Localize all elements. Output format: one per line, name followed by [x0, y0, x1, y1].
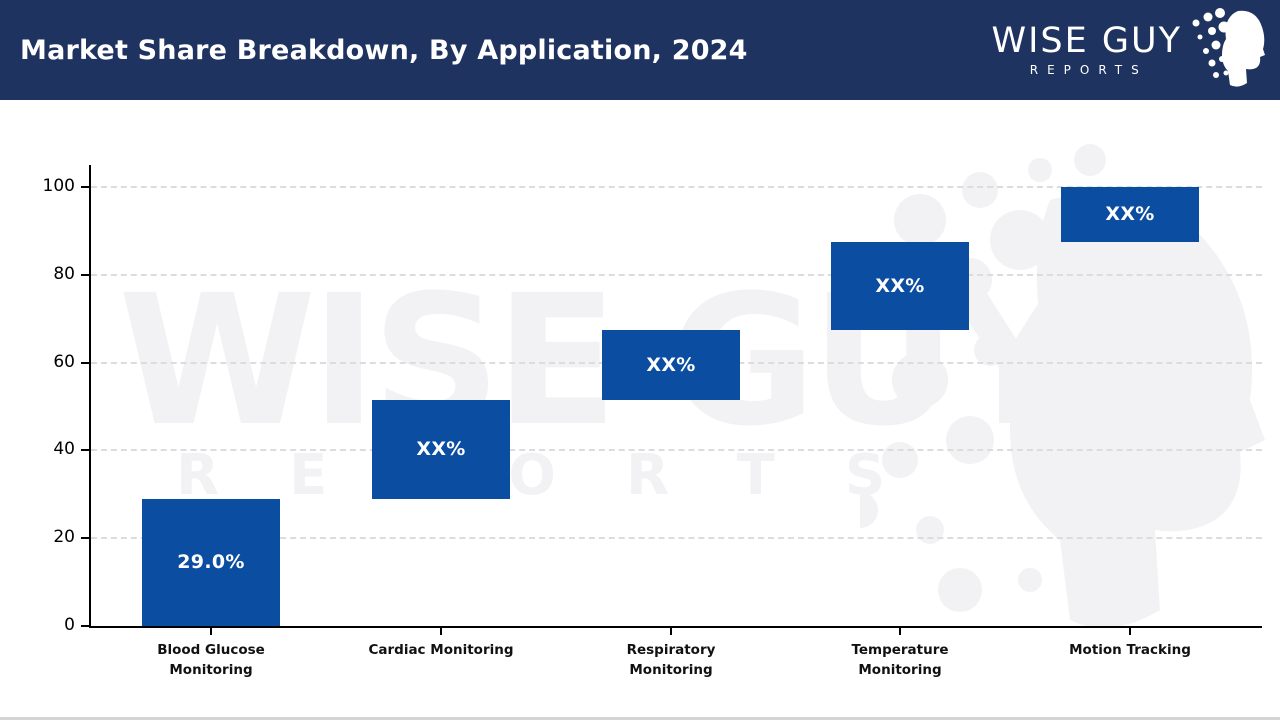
x-tick-mark-1 [440, 628, 442, 635]
watermark-head-graphic [842, 140, 1280, 664]
bar-value-label-0: 29.0% [177, 551, 245, 574]
y-tick-mark-20 [81, 537, 89, 540]
bar-0[interactable]: 29.0% [142, 498, 280, 626]
header-bar: Market Share Breakdown, By Application, … [0, 0, 1280, 100]
x-tick-mark-3 [899, 628, 901, 635]
watermark-subtitle: REPORTS [176, 443, 956, 508]
waterfall-chart: 0 20 40 60 80 100 29.0% Blood Glucose Monitorin… [0, 100, 1280, 718]
gridline-80 [91, 273, 1262, 276]
x-tick-mark-4 [1129, 628, 1131, 635]
bar-3[interactable]: XX% [831, 241, 969, 330]
y-tick-mark-80 [81, 273, 89, 276]
y-tick-mark-60 [81, 361, 89, 364]
gridline-100 [91, 186, 1262, 188]
y-tick-label-100: 100 [42, 176, 75, 196]
bar-4[interactable]: XX% [1061, 187, 1199, 242]
y-tick-label-0: 0 [64, 615, 75, 635]
x-category-label-4: Motion Tracking [1069, 642, 1191, 658]
y-tick-mark-0 [81, 625, 89, 627]
x-category-label-1: Cardiac Monitoring [368, 642, 514, 658]
y-tick-mark-40 [81, 449, 89, 452]
footer-divider [0, 717, 1280, 720]
y-tick-mark-100 [81, 186, 89, 188]
y-tick-label-60: 60 [53, 351, 75, 372]
bar-1[interactable]: XX% [372, 399, 510, 499]
x-category-label-0: Blood Glucose Monitoring [157, 642, 265, 678]
wise-guy-logo: WISE GUY REPORTS [991, 5, 1280, 95]
x-tick-mark-2 [670, 628, 672, 635]
logo-wordmark: WISE GUY [991, 20, 1182, 61]
bar-value-label-2: XX% [646, 353, 696, 376]
logo-text: WISE GUY REPORTS [991, 20, 1182, 77]
page-title: Market Share Breakdown, By Application, … [20, 34, 748, 66]
head-profile-icon [1186, 5, 1266, 95]
y-axis-line [89, 165, 91, 628]
y-tick-label-80: 80 [53, 263, 75, 284]
x-category-label-2: Respiratory Monitoring [626, 642, 716, 678]
bar-value-label-4: XX% [1105, 203, 1155, 226]
y-tick-label-40: 40 [53, 439, 75, 460]
x-tick-mark-0 [210, 628, 212, 635]
gridline-20 [91, 537, 1262, 540]
bar-2[interactable]: XX% [602, 329, 740, 400]
x-axis-line [89, 626, 1262, 628]
bar-value-label-1: XX% [416, 438, 466, 461]
logo-subtitle: REPORTS [1029, 62, 1148, 77]
y-tick-label-20: 20 [53, 527, 75, 548]
gridline-40 [91, 449, 1262, 452]
x-category-label-3: Temperature Monitoring [851, 642, 949, 678]
bar-value-label-3: XX% [875, 274, 925, 297]
